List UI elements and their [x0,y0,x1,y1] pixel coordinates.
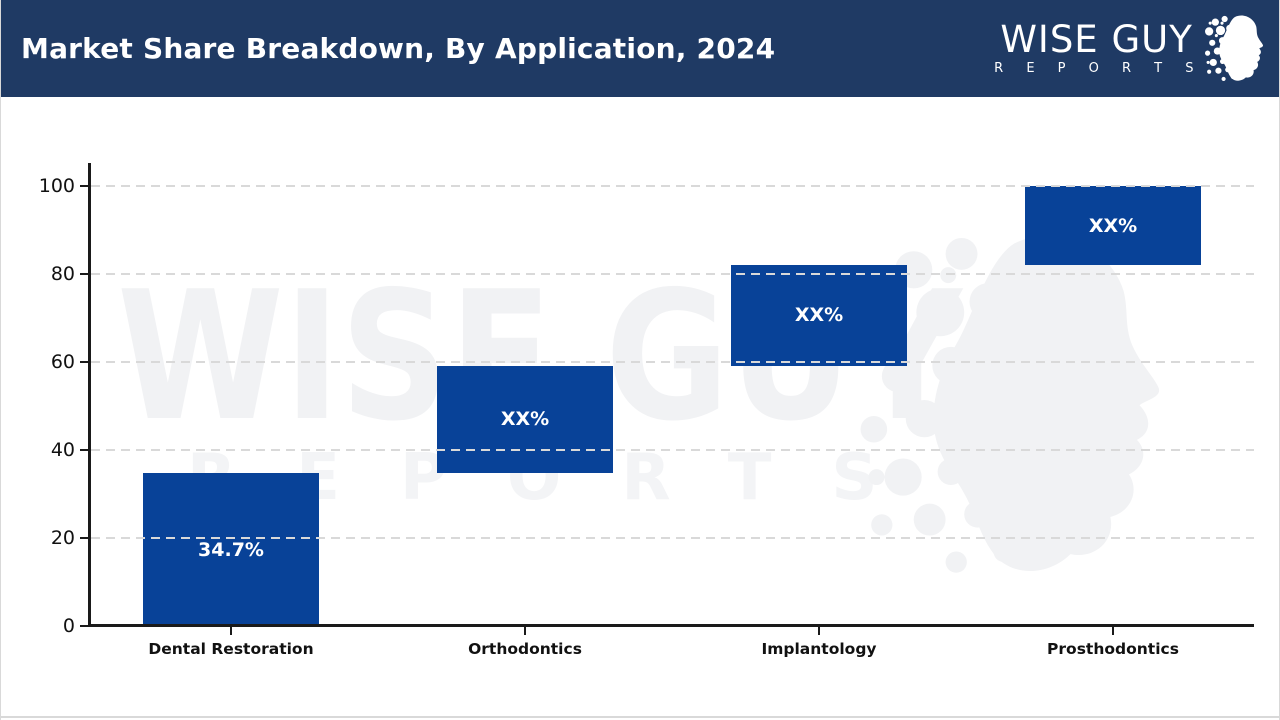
x-tick-mark [524,627,526,635]
brand-name: WISE GUY [1000,18,1193,61]
x-category-label: Prosthodontics [1047,640,1179,658]
y-tick-label-100: 100 [38,175,75,197]
brand-head-icon [1205,15,1264,81]
footer-rule [1,716,1279,718]
x-tick-mark [818,627,820,635]
gridline-100 [91,185,1254,187]
x-tick-mark [1112,627,1114,635]
page-title: Market Share Breakdown, By Application, … [21,32,776,65]
y-tick-label-20: 20 [50,527,75,549]
x-category-label: Orthodontics [468,640,582,658]
bar-value-label: XX% [1088,214,1138,237]
y-tick-mark-20 [80,537,88,539]
header-banner: Market Share Breakdown, By Application, … [1,0,1279,97]
y-tick-label-0: 0 [62,615,75,637]
gridline-80 [91,273,1254,275]
x-axis-spine [88,624,1254,627]
bar-value-label: 34.7% [198,538,264,561]
gridline-40 [91,449,1254,451]
brand-tagline: R E P O R T S [994,61,1203,76]
y-tick-label-60: 60 [50,351,75,373]
brand-logo: WISE GUY R E P O R T S [990,8,1267,90]
bar-prosthodontics [1025,186,1201,266]
x-category-label: Dental Restoration [148,640,314,658]
bar-implantology [731,265,907,366]
bar-value-label: XX% [500,408,550,431]
y-tick-mark-60 [80,361,88,363]
x-category-label: Implantology [761,640,877,658]
gridline-60 [91,361,1254,363]
brand-logo-text: WISE GUY R E P O R T S [990,21,1203,76]
y-tick-label-80: 80 [50,263,75,285]
y-tick-mark-100 [80,185,88,187]
bar-value-label: XX% [794,304,844,327]
bar-dental-restoration [143,473,319,626]
y-tick-mark-40 [80,449,88,451]
y-tick-label-40: 40 [50,439,75,461]
y-tick-mark-0 [80,625,88,627]
gridline-20 [91,537,1254,539]
x-tick-mark [230,627,232,635]
bar-orthodontics [437,365,613,474]
y-axis-spine [88,163,91,627]
y-tick-mark-80 [80,273,88,275]
